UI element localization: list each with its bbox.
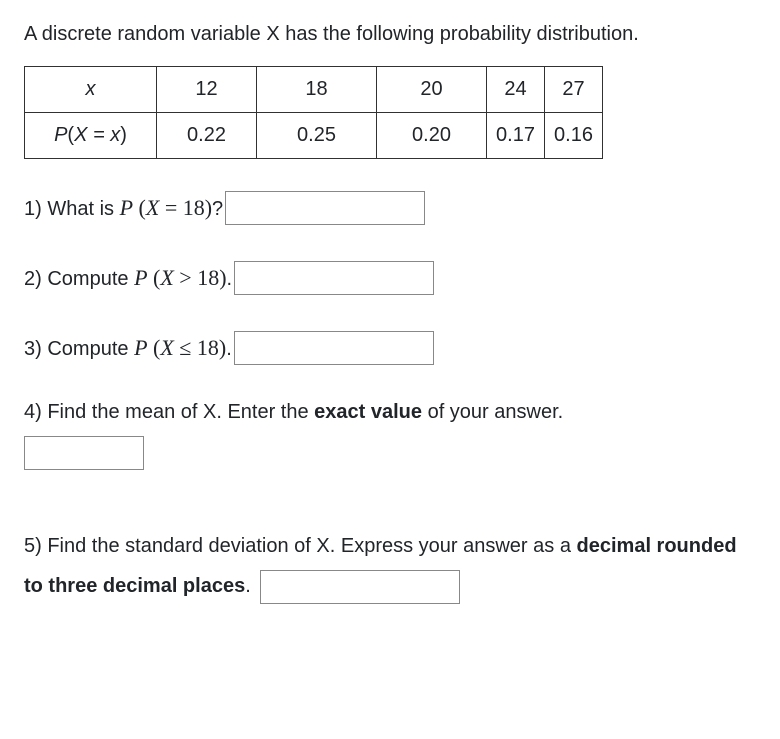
p-value: 0.22 [157, 113, 257, 159]
q3-answer-input[interactable] [234, 331, 434, 365]
x-value: 12 [157, 67, 257, 113]
q4-answer-input[interactable] [24, 436, 144, 470]
table-row: P(X = x) 0.22 0.25 0.20 0.17 0.16 [25, 113, 603, 159]
q5-text-b: . [245, 575, 251, 597]
q1-prefix: 1) What is [24, 198, 120, 220]
q5-text-a: 5) Find the standard deviation of X. Exp… [24, 535, 577, 557]
p-value: 0.20 [377, 113, 487, 159]
q1-eq: = 18) [159, 195, 212, 220]
q4-text-a: 4) Find the mean of X. Enter the [24, 401, 314, 423]
p-value: 0.16 [545, 113, 603, 159]
row-label-p: P(X = x) [25, 113, 157, 159]
q5-answer-input[interactable] [260, 570, 460, 604]
q3-open: ( [148, 335, 161, 360]
x-value: 20 [377, 67, 487, 113]
q3-period: . [226, 338, 232, 360]
q3-prefix: 3) Compute [24, 338, 134, 360]
question-5: 5) Find the standard deviation of X. Exp… [24, 526, 756, 606]
q2-X: X [160, 265, 173, 290]
distribution-table: x 12 18 20 24 27 P(X = x) 0.22 0.25 0.20… [24, 66, 603, 159]
q3-P: P [134, 335, 147, 360]
x-value: 24 [487, 67, 545, 113]
q1-X: X [146, 195, 159, 220]
q2-open: ( [148, 265, 161, 290]
problem-intro: A discrete random variable X has the fol… [24, 20, 756, 48]
q1-open: ( [133, 195, 146, 220]
x-value: 18 [257, 67, 377, 113]
q2-answer-input[interactable] [234, 261, 434, 295]
table-row: x 12 18 20 24 27 [25, 67, 603, 113]
q4-text-b: of your answer. [422, 401, 563, 423]
p-value: 0.17 [487, 113, 545, 159]
q4-bold: exact value [314, 401, 422, 423]
q1-answer-input[interactable] [225, 191, 425, 225]
question-1: 1) What is P (X = 18)? [24, 191, 756, 225]
q2-prefix: 2) Compute [24, 268, 134, 290]
x-value: 27 [545, 67, 603, 113]
q2-period: . [227, 268, 233, 290]
q2-gt: > 18) [174, 265, 227, 290]
question-4: 4) Find the mean of X. Enter the exact v… [24, 401, 756, 470]
row-label-x: x [25, 67, 157, 113]
question-3: 3) Compute P (X ≤ 18). [24, 331, 756, 365]
q1-P: P [120, 195, 133, 220]
q1-qmark: ? [212, 198, 223, 220]
q2-P: P [134, 265, 147, 290]
q3-le: ≤ 18) [174, 335, 226, 360]
p-value: 0.25 [257, 113, 377, 159]
q3-X: X [160, 335, 173, 360]
question-2: 2) Compute P (X > 18). [24, 261, 756, 295]
